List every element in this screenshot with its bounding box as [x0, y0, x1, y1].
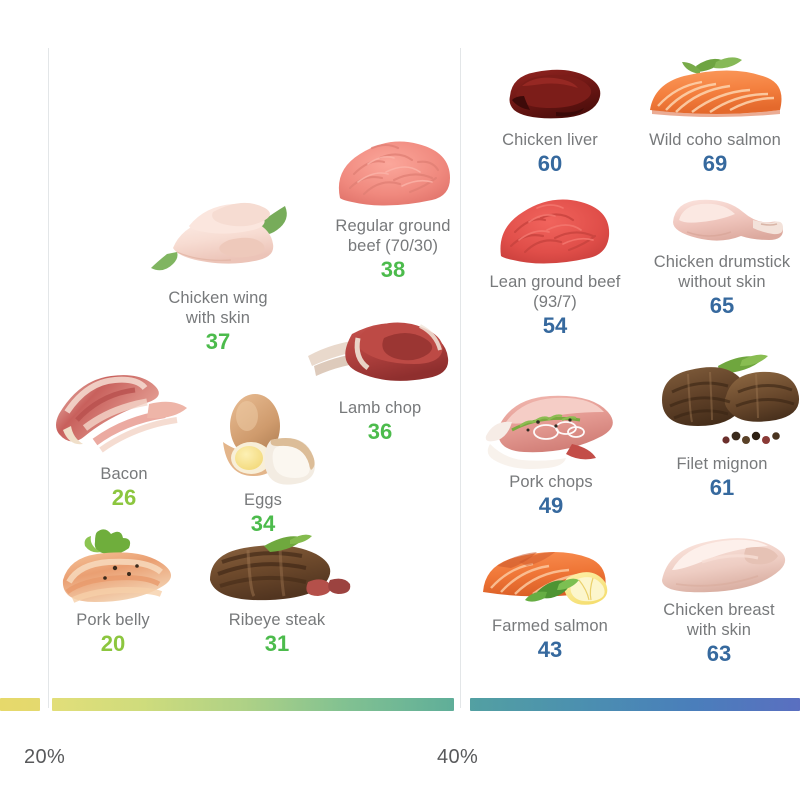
- food-item-bacon[interactable]: Bacon 26: [48, 358, 200, 510]
- food-item-label: Pork chops: [509, 473, 593, 491]
- axis-tick-label-40-percent: 40%: [437, 746, 479, 768]
- food-item-label: Farmed salmon: [492, 617, 608, 635]
- food-item-label: Chicken liver: [502, 131, 598, 149]
- food-item-label: Wild coho salmon: [649, 131, 781, 149]
- food-item-ribeye-steak[interactable]: Ribeye steak 31: [182, 528, 372, 656]
- ground-beef-photo: [324, 118, 462, 214]
- food-item-pork-belly[interactable]: Pork belly 20: [38, 524, 188, 656]
- chicken-drumstick-photo: [657, 188, 787, 250]
- scale-bar-segment-green: [52, 698, 454, 711]
- food-item-filet-mignon[interactable]: Filet mignon 61: [634, 348, 800, 500]
- chicken-breast-photo: [646, 522, 792, 598]
- scale-bar-segment-start: [0, 698, 40, 711]
- food-item-label: Filet mignon: [676, 455, 768, 473]
- food-item-wild-coho-salmon[interactable]: Wild coho salmon 69: [630, 52, 800, 176]
- food-item-label: Chicken drumstick without skin: [653, 253, 791, 291]
- food-item-value: 31: [264, 631, 290, 656]
- lamb-chop-photo: [300, 304, 460, 396]
- axis-divider-40-percent: [460, 48, 461, 708]
- food-item-label: Chicken wing with skin: [168, 289, 268, 327]
- food-item-lamb-chop[interactable]: Lamb chop 36: [290, 304, 470, 444]
- food-item-chicken-drumstick-without-skin[interactable]: Chicken drumstick without skin 65: [636, 188, 800, 318]
- food-item-label: Bacon: [100, 465, 148, 483]
- pork-chop-photo: [476, 374, 626, 470]
- food-item-value: 36: [367, 419, 393, 444]
- salmon-fillet-photo: [640, 52, 790, 128]
- axis-divider-20-percent: [48, 48, 49, 708]
- pork-belly-photo: [45, 524, 181, 608]
- food-item-label: Chicken breast with skin: [663, 601, 775, 639]
- food-item-value: 54: [542, 313, 568, 338]
- food-item-value: 34: [250, 511, 276, 536]
- eggs-photo: [201, 392, 325, 488]
- food-item-label: Lamb chop: [338, 399, 422, 417]
- food-item-label: Ribeye steak: [228, 611, 326, 629]
- food-item-lean-ground-beef[interactable]: Lean ground beef (93/7) 54: [470, 180, 640, 338]
- food-item-value: 65: [709, 293, 735, 318]
- food-item-label: Regular ground beef (70/30): [335, 217, 451, 255]
- food-item-regular-ground-beef[interactable]: Regular ground beef (70/30) 38: [298, 118, 488, 282]
- food-item-chicken-liver[interactable]: Chicken liver 60: [478, 56, 622, 176]
- food-item-value: 69: [702, 151, 728, 176]
- filet-mignon-photo: [640, 348, 800, 452]
- food-item-label: Lean ground beef (93/7): [489, 273, 621, 311]
- food-item-value: 49: [538, 493, 564, 518]
- chicken-wings-photo: [143, 186, 293, 286]
- lean-ground-beef-photo: [487, 180, 623, 270]
- food-item-value: 43: [537, 637, 563, 662]
- food-item-chicken-breast-with-skin[interactable]: Chicken breast with skin 63: [634, 522, 800, 666]
- axis-tick-label-20-percent: 20%: [24, 746, 66, 768]
- ribeye-steak-photo: [192, 528, 362, 608]
- food-item-value: 20: [100, 631, 126, 656]
- chicken-liver-photo: [496, 56, 604, 128]
- food-item-value: 26: [111, 485, 137, 510]
- food-item-value: 60: [537, 151, 563, 176]
- food-item-label: Pork belly: [76, 611, 150, 629]
- food-item-value: 63: [706, 641, 732, 666]
- bacon-photo: [49, 358, 199, 462]
- food-item-eggs[interactable]: Eggs 34: [192, 392, 334, 536]
- food-item-pork-chops[interactable]: Pork chops 49: [472, 374, 630, 518]
- food-item-value: 38: [380, 257, 406, 282]
- scale-bar-segment-blue: [470, 698, 800, 711]
- food-item-value: 61: [709, 475, 735, 500]
- food-item-chicken-wing-with-skin[interactable]: Chicken wing with skin 37: [128, 186, 308, 354]
- farmed-salmon-photo: [475, 536, 625, 614]
- food-item-value: 37: [205, 329, 231, 354]
- food-item-label: Eggs: [243, 491, 282, 509]
- food-item-farmed-salmon[interactable]: Farmed salmon 43: [470, 536, 630, 662]
